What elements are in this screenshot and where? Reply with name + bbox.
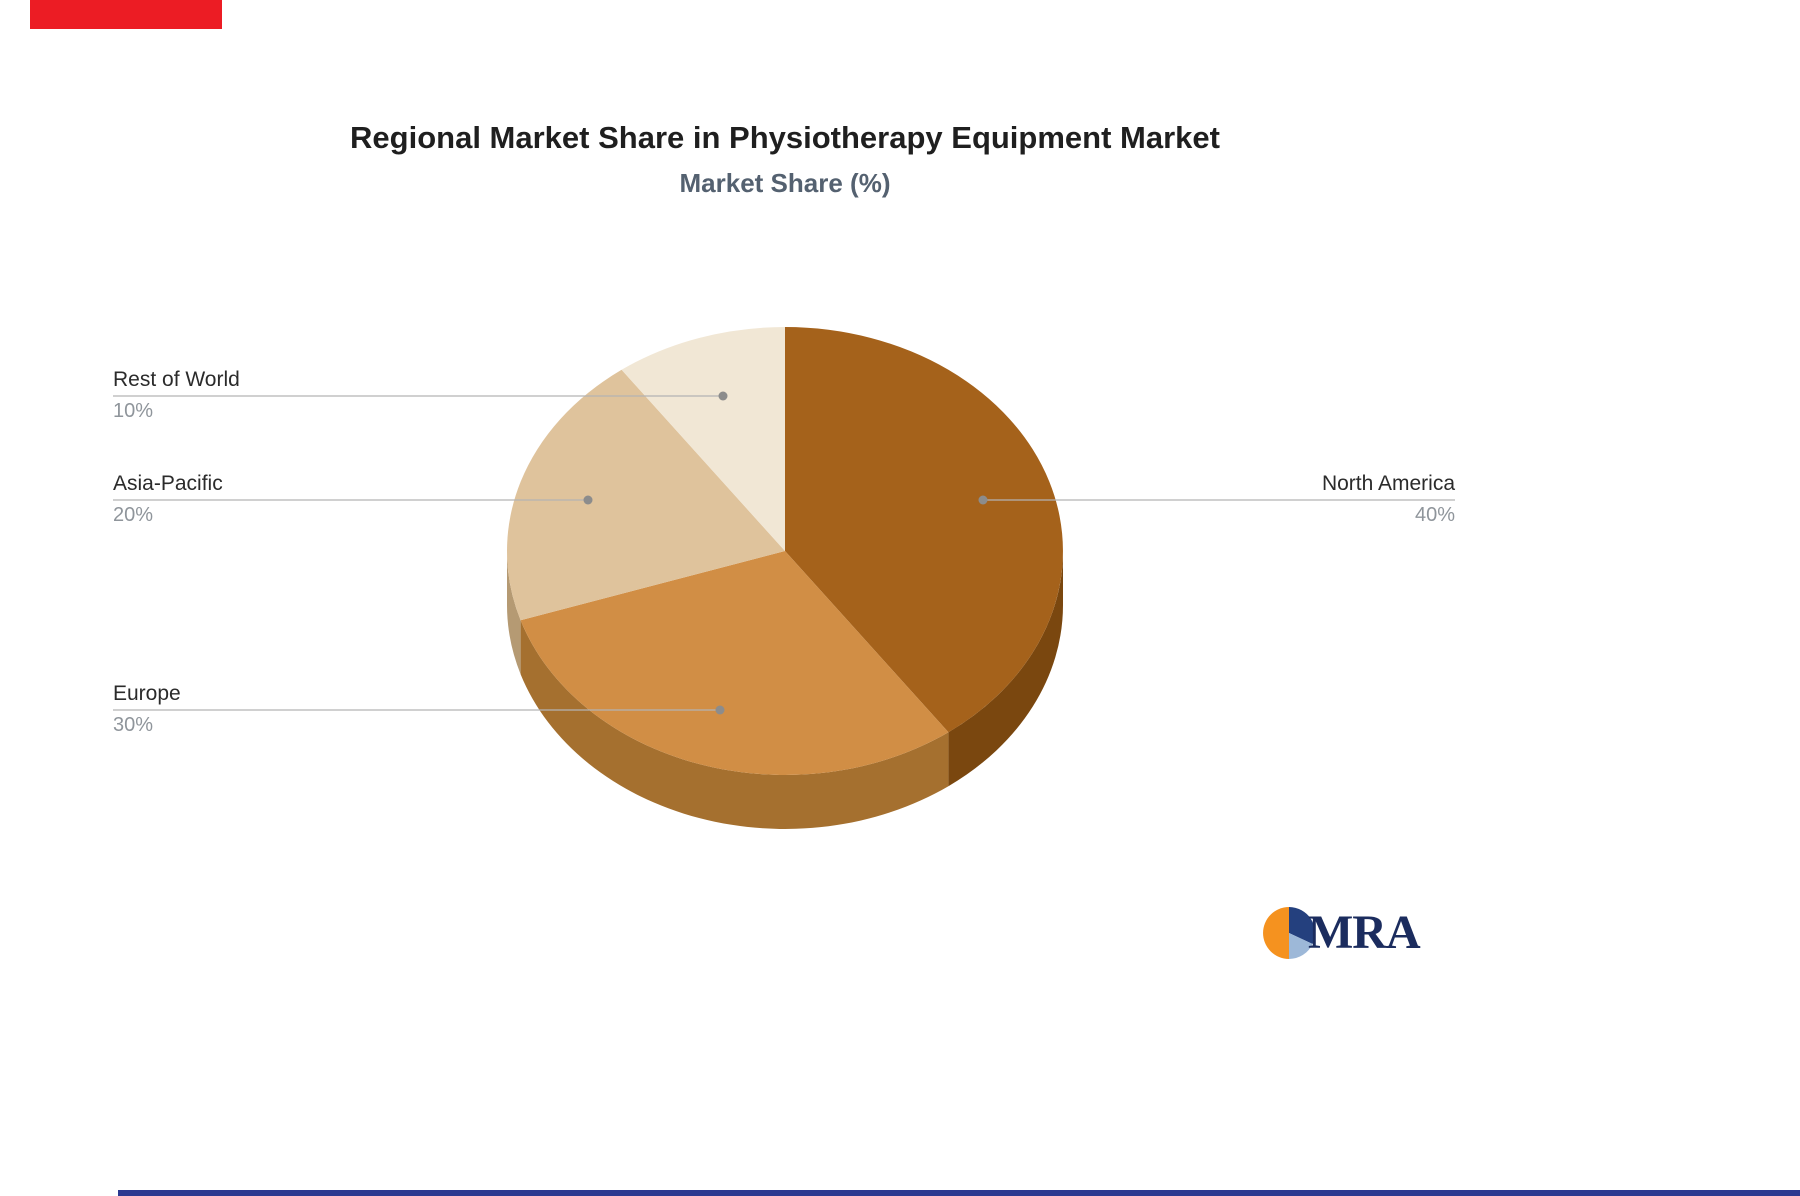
logo-wedge-lightblue [1289, 933, 1313, 959]
mra-logo-text: MRA [1308, 906, 1421, 959]
mra-logo-icon [1263, 907, 1316, 959]
logo-wedge-navy [1289, 907, 1316, 945]
slice-label-north-america: North America [1321, 472, 1455, 495]
logo-wedge-orange [1263, 907, 1289, 959]
slice-label-europe: Europe [113, 682, 181, 705]
chart-title: Regional Market Share in Physiotherapy E… [350, 120, 1220, 155]
slice-value-asia-pacific: 20% [113, 504, 154, 526]
slice-value-north-america: 40% [1414, 504, 1455, 526]
slice-value-rest-of-world: 10% [113, 400, 154, 422]
mra-logo: MRA [1262, 903, 1421, 963]
slice-value-europe: 30% [113, 714, 154, 736]
bottom-bar [118, 1190, 1800, 1196]
slice-label-asia-pacific: Asia-Pacific [113, 472, 223, 495]
slice-label-rest-of-world: Rest of World [113, 368, 240, 391]
chart-subtitle: Market Share (%) [679, 168, 891, 198]
red-banner [30, 0, 222, 29]
